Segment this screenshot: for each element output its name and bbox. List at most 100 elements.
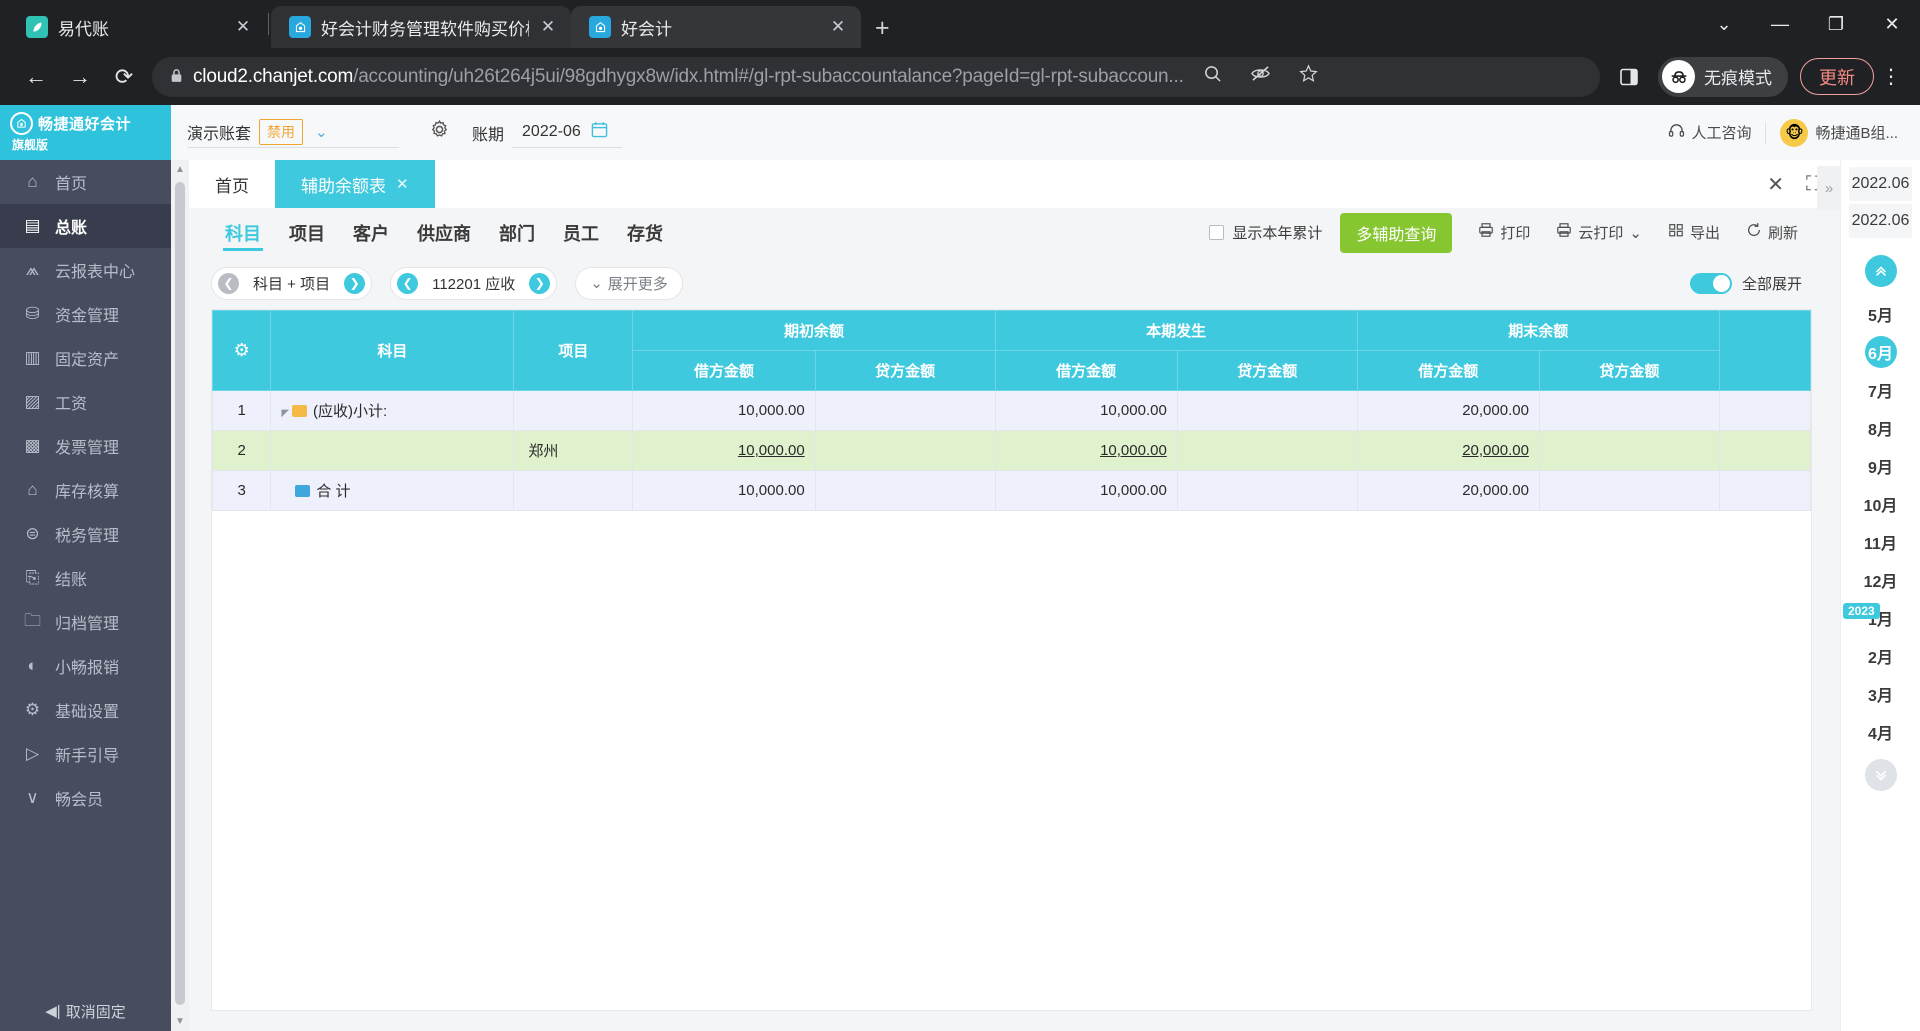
sidebar-item-ledger[interactable]: ▤ 总账 bbox=[0, 204, 171, 248]
unpin-sidebar-button[interactable]: ◀| 取消固定 bbox=[0, 991, 171, 1031]
sidebar-item-guide[interactable]: ▷ 新手引导 bbox=[0, 732, 171, 776]
show-ytd-checkbox[interactable]: 显示本年累计 bbox=[1209, 222, 1322, 243]
side-panel-icon[interactable] bbox=[1608, 56, 1650, 98]
close-all-tabs-icon[interactable]: ✕ bbox=[1767, 173, 1784, 196]
gear-icon[interactable] bbox=[429, 119, 450, 146]
sidebar-item-invoice[interactable]: ▩ 发票管理 bbox=[0, 424, 171, 468]
browser-tab-1[interactable]: 易代账 ✕ bbox=[8, 6, 266, 48]
work-tab-aux-balance[interactable]: 辅助余额表 ✕ bbox=[275, 160, 435, 208]
rail-scroll-down-icon[interactable] bbox=[1864, 759, 1897, 791]
bookmark-star-icon[interactable] bbox=[1290, 64, 1327, 89]
restore-icon[interactable]: ❐ bbox=[1827, 13, 1845, 34]
chevron-left-icon[interactable]: ❮ bbox=[397, 272, 419, 294]
tab-subject[interactable]: 科目 bbox=[211, 208, 275, 257]
multi-aux-query-button[interactable]: 多辅助查询 bbox=[1340, 212, 1453, 253]
month-item-2[interactable]: 2月 bbox=[1841, 637, 1920, 675]
tab-department[interactable]: 部门 bbox=[485, 208, 549, 257]
table-row[interactable]: 1 ◤ (应收)小计: 10,000.00 10,000.00 bbox=[211, 390, 1812, 431]
sidebar-item-inventory[interactable]: ⌂ 库存核算 bbox=[0, 468, 171, 512]
table-row[interactable]: 3 合 计 10,000.00 10,000.00 bbox=[211, 470, 1812, 511]
print-button[interactable]: 打印 bbox=[1478, 222, 1530, 243]
sidebar-item-member[interactable]: ∨ 畅会员 bbox=[0, 776, 171, 820]
sidebar-item-payroll[interactable]: ▨ 工资 bbox=[0, 380, 171, 424]
page-scrollbar[interactable]: ▲ ▼ bbox=[171, 160, 189, 1031]
sidebar-item-basic-settings[interactable]: ⚙ 基础设置 bbox=[0, 688, 171, 732]
rail-date[interactable]: 2022.06 bbox=[1849, 167, 1912, 201]
support-link[interactable]: 人工咨询 bbox=[1668, 122, 1751, 143]
collapse-rail-button[interactable]: » bbox=[1817, 166, 1841, 210]
browser-menu-icon[interactable]: ⋮ bbox=[1881, 66, 1901, 88]
month-item-4[interactable]: 4月 bbox=[1841, 713, 1920, 751]
cell-end-debit[interactable]: 20,000.00 bbox=[1356, 430, 1540, 471]
new-tab-button[interactable]: + bbox=[875, 14, 890, 42]
close-icon[interactable]: ✕ bbox=[540, 17, 556, 36]
month-item-10[interactable]: 10月 bbox=[1841, 485, 1920, 523]
checkbox-box[interactable] bbox=[1209, 225, 1225, 240]
work-tab-home[interactable]: 首页 bbox=[189, 160, 275, 208]
scroll-up-icon[interactable]: ▲ bbox=[175, 164, 185, 175]
chevron-right-icon[interactable]: ❯ bbox=[529, 272, 551, 294]
filter-account[interactable]: ❮ 112201 应收 ❯ bbox=[390, 266, 558, 300]
eye-off-icon[interactable] bbox=[1241, 64, 1280, 89]
scrollbar-thumb[interactable] bbox=[175, 182, 185, 1005]
month-item-3[interactable]: 3月 bbox=[1841, 675, 1920, 713]
amount-link[interactable]: 20,000.00 bbox=[1462, 442, 1529, 459]
sidebar-item-funds[interactable]: ⛁ 资金管理 bbox=[0, 292, 171, 336]
month-item-6[interactable]: 6月 bbox=[1841, 333, 1920, 371]
amount-link[interactable]: 10,000.00 bbox=[737, 442, 805, 459]
expand-all-toggle[interactable] bbox=[1689, 272, 1732, 294]
cell-period-debit[interactable]: 10,000.00 bbox=[994, 430, 1178, 471]
chevron-right-icon[interactable]: ❯ bbox=[344, 272, 366, 294]
minimize-icon[interactable]: — bbox=[1771, 13, 1789, 34]
calendar-icon[interactable] bbox=[591, 121, 608, 143]
forward-icon[interactable]: → bbox=[69, 63, 91, 89]
back-icon[interactable]: ← bbox=[25, 63, 47, 89]
column-settings-icon[interactable]: ⚙ bbox=[211, 310, 272, 391]
sidebar-item-fixed-assets[interactable]: ▥ 固定资产 bbox=[0, 336, 171, 380]
chevron-down-icon[interactable]: ⌄ bbox=[315, 124, 328, 141]
expand-more-button[interactable]: ⌄ 展开更多 bbox=[575, 266, 683, 300]
chevron-left-icon[interactable]: ❮ bbox=[218, 272, 239, 294]
rail-scroll-up-icon[interactable] bbox=[1864, 255, 1897, 287]
incognito-indicator[interactable]: 无痕模式 bbox=[1658, 56, 1788, 97]
tab-supplier[interactable]: 供应商 bbox=[403, 208, 485, 257]
account-book-selector[interactable]: 演示账套 禁用 ⌄ bbox=[187, 118, 399, 148]
refresh-button[interactable]: 刷新 bbox=[1746, 222, 1798, 243]
filter-dimension[interactable]: ❮ 科目 + 项目 ❯ bbox=[211, 266, 373, 300]
tab-customer[interactable]: 客户 bbox=[339, 208, 403, 257]
browser-tab-2[interactable]: 好会计财务管理软件购买价格及套... ✕ bbox=[271, 6, 571, 48]
expand-icon[interactable]: ⌄ bbox=[1716, 13, 1732, 34]
sidebar-item-home[interactable]: ⌂ 首页 bbox=[0, 160, 171, 204]
tab-project[interactable]: 项目 bbox=[275, 208, 339, 257]
month-item-7[interactable]: 7月 bbox=[1841, 371, 1920, 409]
chevron-down-icon[interactable]: ⌄ bbox=[1629, 224, 1642, 242]
zoom-out-icon[interactable] bbox=[1194, 64, 1231, 89]
month-item-5[interactable]: 5月 bbox=[1841, 295, 1920, 333]
close-icon[interactable]: ✕ bbox=[235, 17, 251, 36]
fullscreen-icon[interactable]: ⛶ bbox=[1806, 172, 1820, 195]
sidebar-item-cloud-reports[interactable]: ⩕ 云报表中心 bbox=[0, 248, 171, 292]
tab-employee[interactable]: 员工 bbox=[549, 208, 613, 257]
amount-link[interactable]: 10,000.00 bbox=[1100, 442, 1167, 459]
table-row[interactable]: 2 郑州 10,000.00 10,000.00 20,000.00 bbox=[211, 430, 1812, 471]
month-item-12[interactable]: 12月 bbox=[1841, 561, 1920, 599]
sidebar-item-reimburse[interactable]: ◐ 小畅报销 bbox=[0, 644, 171, 688]
scroll-down-icon[interactable]: ▼ bbox=[175, 1016, 185, 1027]
month-item-8[interactable]: 8月 bbox=[1841, 409, 1920, 447]
sidebar-item-tax[interactable]: ⊜ 税务管理 bbox=[0, 512, 171, 556]
rail-date[interactable]: 2022.06 bbox=[1849, 204, 1912, 238]
reload-icon[interactable]: ⟳ bbox=[114, 63, 134, 89]
sidebar-item-closing[interactable]: ⎘ 结账 bbox=[0, 556, 171, 600]
close-icon[interactable]: ✕ bbox=[396, 176, 409, 193]
cell-open-debit[interactable]: 10,000.00 bbox=[632, 430, 816, 471]
period-picker[interactable]: 2022-06 bbox=[512, 117, 623, 148]
month-item-11[interactable]: 11月 bbox=[1841, 523, 1920, 561]
close-icon[interactable]: ✕ bbox=[830, 17, 846, 36]
tab-inventory[interactable]: 存货 bbox=[613, 208, 677, 257]
month-item-9[interactable]: 9月 bbox=[1841, 447, 1920, 485]
month-item-1[interactable]: 2023 1月 bbox=[1841, 599, 1920, 637]
avatar[interactable]: 🐵 bbox=[1780, 118, 1809, 147]
browser-tab-3[interactable]: 好会计 ✕ bbox=[571, 6, 861, 48]
sidebar-item-archive[interactable]: 🗀 归档管理 bbox=[0, 600, 171, 644]
cloud-print-button[interactable]: 云打印 ⌄ bbox=[1556, 222, 1642, 243]
